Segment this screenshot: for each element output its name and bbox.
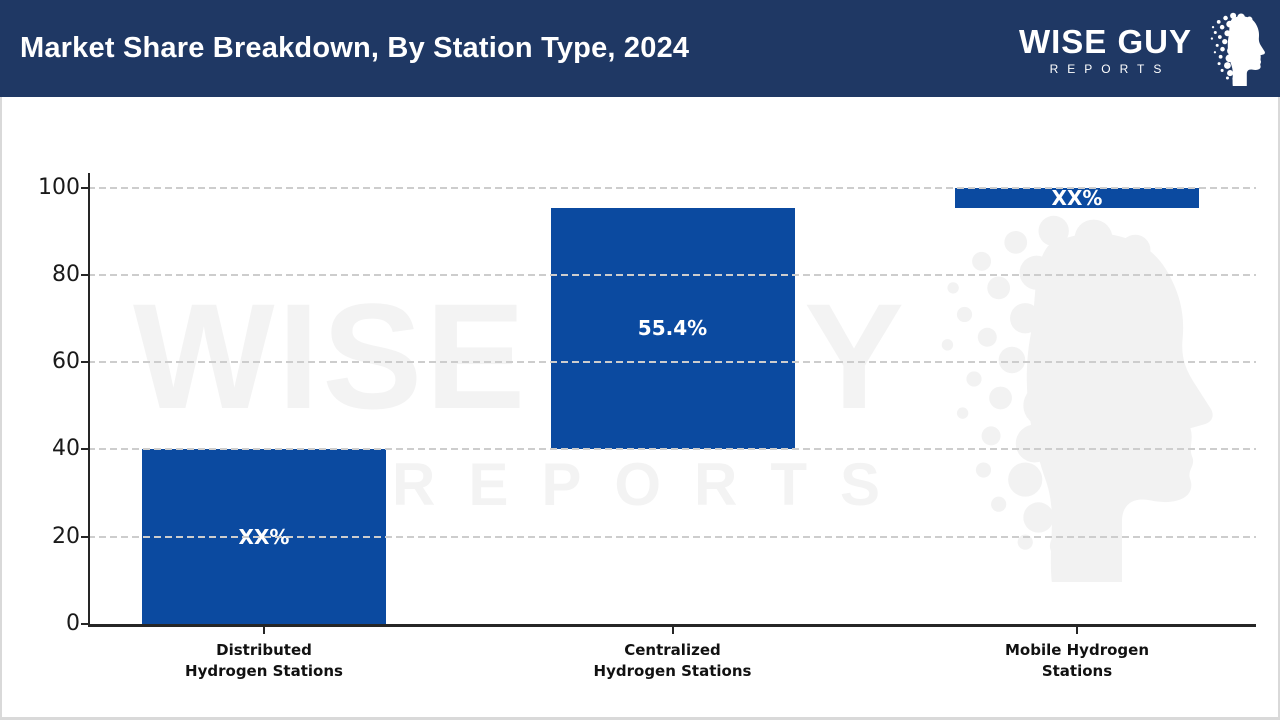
y-tick-label-60: 60: [52, 349, 80, 375]
y-tick-label-0: 0: [66, 611, 80, 636]
x-tick-1: [671, 627, 674, 634]
page-title: Market Share Breakdown, By Station Type,…: [20, 32, 690, 64]
y-tick-label-100: 100: [38, 174, 80, 200]
header: Market Share Breakdown, By Station Type,…: [0, 0, 1280, 97]
logo-subtitle: REPORTS: [1049, 61, 1171, 76]
gridline-100: [88, 186, 1256, 189]
y-tick-label-80: 80: [52, 261, 80, 287]
bar-mobile-hydrogen-stations: XX%: [955, 185, 1199, 210]
x-category-label-2: Mobile Hydrogen Stations: [1004, 641, 1149, 680]
logo-wordmark: WISE GUY: [1018, 23, 1192, 61]
y-tick-0: [81, 623, 88, 625]
x-tick-2: [1076, 627, 1078, 634]
y-tick-label-20: 20: [52, 523, 80, 549]
y-tick-20: [81, 535, 88, 538]
gridline-80: [88, 273, 1256, 276]
x-category-label-1: Centralized Hydrogen Stations: [593, 641, 752, 680]
wiseguy-face-icon: [1194, 12, 1270, 86]
y-tick-40: [81, 448, 88, 451]
bar-value-label: XX%: [1051, 185, 1103, 210]
y-tick-60: [81, 361, 88, 364]
y-tick-label-40: 40: [52, 436, 80, 462]
gridline-40: [88, 448, 1256, 451]
y-tick-80: [81, 273, 88, 276]
y-tick-100: [81, 186, 88, 189]
y-axis-line: [88, 173, 90, 626]
gridline-20: [88, 535, 1256, 538]
gridline-60: [88, 361, 1256, 364]
x-category-label-0: Distributed Hydrogen Stations: [185, 641, 343, 680]
logo-text: WISE GUY REPORTS: [1019, 25, 1192, 76]
x-axis-line: [88, 624, 1256, 627]
x-tick-0: [263, 627, 265, 634]
wiseguy-logo: WISE GUY REPORTS: [1019, 12, 1270, 86]
bar-centralized-hydrogen-stations: 55.4%: [550, 207, 795, 450]
bar-value-label: 55.4%: [637, 316, 708, 341]
